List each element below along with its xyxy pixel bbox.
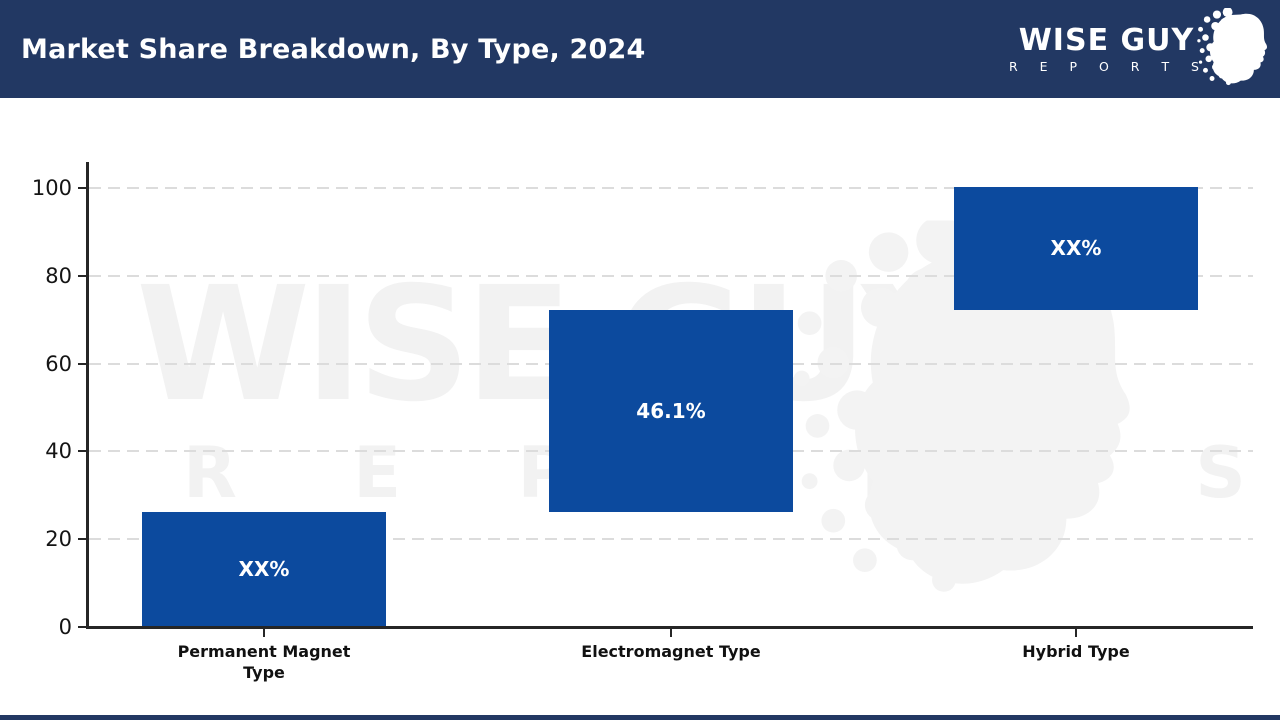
gridline-20 (89, 538, 1253, 541)
y-tick-label-100: 100 (31, 176, 72, 200)
y-tick-20 (78, 538, 86, 541)
y-tick-0 (78, 626, 86, 628)
gridline-80 (89, 274, 1253, 277)
y-axis-spine (86, 162, 89, 629)
x-axis-spine (86, 626, 1253, 629)
bar-1: XX% (142, 511, 386, 627)
bar-2: 46.1% (549, 309, 793, 512)
bar-value-label-3: XX% (1050, 236, 1102, 261)
y-tick-label-20: 20 (45, 527, 72, 552)
y-tick-label-60: 60 (45, 351, 72, 376)
y-tick-40 (78, 450, 86, 453)
bottom-accent-strip (0, 715, 1280, 720)
x-tick-label-3: Hybrid Type (1022, 642, 1130, 661)
page-title: Market Share Breakdown, By Type, 2024 (21, 33, 646, 65)
y-tick-label-40: 40 (45, 439, 72, 464)
y-tick-label-0: 0 (58, 615, 72, 639)
x-tick-3 (1075, 629, 1077, 637)
y-tick-label-80: 80 (45, 263, 72, 288)
x-tick-label-2: Electromagnet Type (581, 642, 761, 661)
x-tick-1 (263, 629, 265, 637)
wise-guy-reports-logo: WISE GUY R E P O R T S (1005, 4, 1276, 94)
header-bar: Market Share Breakdown, By Type, 2024 WI… (0, 0, 1280, 98)
y-tick-60 (78, 362, 86, 365)
logo-wordmark: WISE GUY (1018, 22, 1195, 58)
logo-text: WISE GUY R E P O R T S (1005, 22, 1208, 74)
logo-face-icon (1194, 7, 1276, 91)
bar-value-label-2: 46.1% (636, 398, 706, 423)
x-tick-label-1: Permanent Magnet Type (177, 642, 351, 682)
bar-value-label-1: XX% (238, 557, 290, 582)
logo-reports-text: R E P O R T S (1008, 58, 1208, 74)
bar-3: XX% (954, 187, 1198, 310)
gridline-100 (89, 187, 1253, 189)
y-tick-100 (78, 187, 86, 189)
x-tick-2 (670, 629, 672, 637)
y-tick-80 (78, 274, 86, 277)
